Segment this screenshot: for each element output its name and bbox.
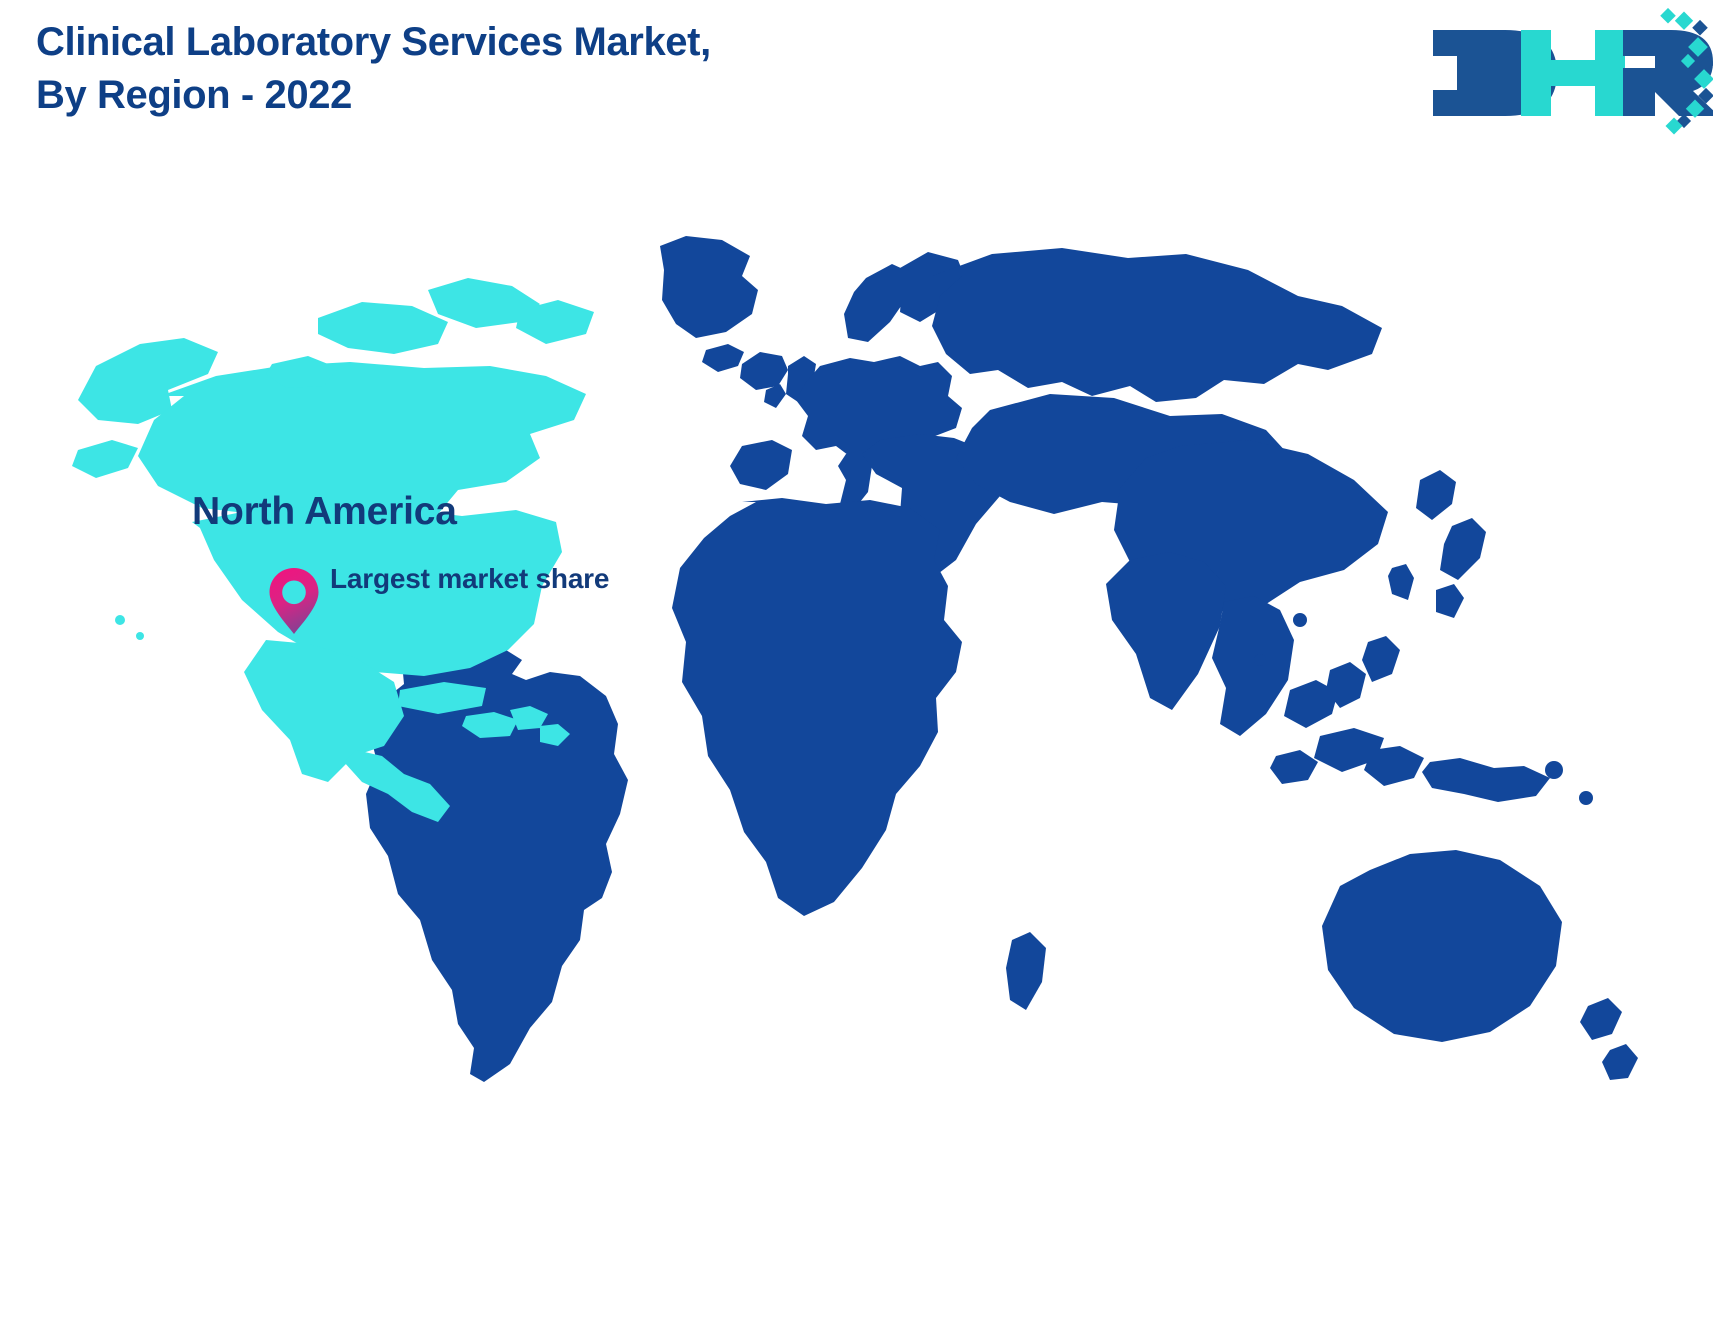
- world-map[interactable]: [0, 150, 1727, 1325]
- world-map-container: North America Largest market share: [0, 150, 1727, 1325]
- callout-text: Largest market share: [330, 563, 610, 594]
- header: Clinical Laboratory Services Market, By …: [0, 0, 1727, 150]
- map-pin-glyph: [269, 568, 319, 634]
- map-pin-icon[interactable]: [268, 566, 320, 636]
- region-label: North America: [192, 490, 457, 533]
- dhr-logo: [1293, 7, 1719, 138]
- map-region-rest-of-world[interactable]: [366, 236, 1638, 1082]
- page-title: Clinical Laboratory Services Market, By …: [36, 20, 711, 117]
- dhr-logo-icon: [1433, 7, 1719, 135]
- map-region-north-america[interactable]: [72, 278, 594, 822]
